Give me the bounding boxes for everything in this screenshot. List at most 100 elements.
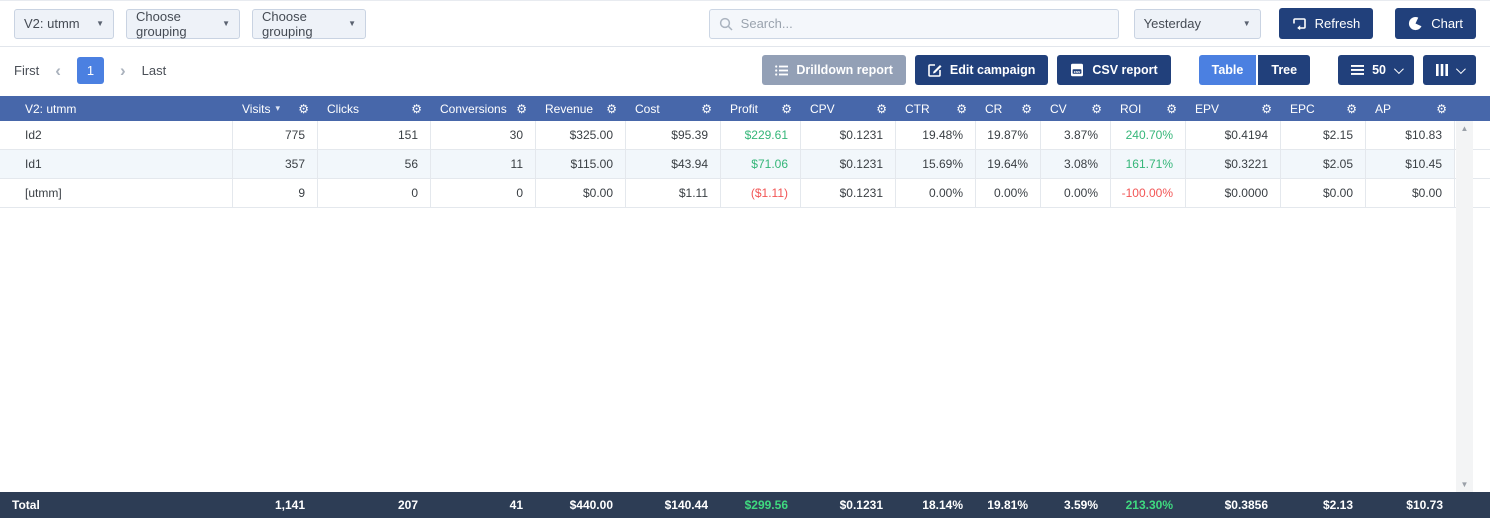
total-cr: 19.81% [987,498,1028,512]
column-label-cost: Cost [635,101,660,116]
column-header-visits[interactable]: Visits ▾ ⚙ [232,96,317,121]
column-header-revenue[interactable]: Revenue ⚙ [535,96,625,121]
cell-ap: $10.83 [1365,121,1455,149]
pagination-prev-icon[interactable]: ‹ [55,60,61,80]
cell-conversions: 30 [430,121,535,149]
svg-text:csv: csv [1074,70,1081,74]
column-header-cr[interactable]: CR ⚙ [975,96,1040,121]
table-view-button[interactable]: Table [1198,55,1257,85]
column-settings-gear-icon[interactable]: ⚙ [1166,101,1177,116]
drilldown-report-button[interactable]: Drilldown report [762,55,906,85]
column-label-epv: EPV [1195,101,1220,116]
column-settings-gear-icon[interactable]: ⚙ [1436,101,1447,116]
column-settings-gear-icon[interactable]: ⚙ [1021,101,1032,116]
cell-clicks: 0 [317,179,430,207]
column-settings-gear-icon[interactable]: ⚙ [411,101,422,116]
column-label-roi: ROI [1120,101,1142,116]
cell-epv: $0.0000 [1185,179,1280,207]
caret-down-icon: ▼ [1242,19,1251,28]
total-roi: 213.30% [1125,498,1173,512]
table-row[interactable]: Id2 775 151 30 $325.00 $95.39 $229.61 $0.1231 19… [0,121,1490,150]
column-header-profit[interactable]: Profit ⚙ [720,96,800,121]
campaign-select[interactable]: V2: utmm ▼ [14,8,114,39]
vertical-scrollbar[interactable]: ▲ ▼ [1456,121,1473,492]
column-header-epc[interactable]: EPC ⚙ [1280,96,1365,121]
column-header-ctr[interactable]: CTR ⚙ [895,96,975,121]
column-header-ap[interactable]: AP ⚙ [1365,96,1455,121]
rows-icon [1351,65,1365,75]
filters-toolbar: V2: utmm ▼ Choose grouping ▼ Choose grou… [0,1,1490,47]
column-settings-gear-icon[interactable]: ⚙ [606,101,617,116]
rows-per-page-button[interactable]: 50 [1338,55,1414,85]
search-box[interactable] [708,8,1119,39]
cell-visits: 9 [232,179,317,207]
grouping-select-2[interactable]: Choose grouping ▼ [252,8,366,39]
column-label-conversions: Conversions [440,101,507,116]
cell-roi: 161.71% [1110,150,1185,178]
total-label: Total [12,498,40,512]
caret-down-icon: ▼ [96,19,104,28]
column-settings-gear-icon[interactable]: ⚙ [876,101,887,116]
column-settings-gear-icon[interactable]: ⚙ [1346,101,1357,116]
total-cost: $140.44 [664,498,708,512]
column-label-ctr: CTR [905,101,930,116]
pie-chart-icon [1409,16,1424,31]
pagination-page-1[interactable]: 1 [76,56,104,84]
date-range-select[interactable]: Yesterday ▼ [1133,8,1261,39]
cell-cv: 3.87% [1040,121,1110,149]
tree-view-button[interactable]: Tree [1258,55,1311,85]
search-input[interactable] [740,16,1109,31]
refresh-button[interactable]: Refresh [1278,8,1374,39]
pagination-last[interactable]: Last [141,62,167,78]
cell-cost: $43.94 [625,150,720,178]
table-row[interactable]: [utmm] 9 0 0 $0.00 $1.11 ($1.11) $0.1231 0.00% 0.… [0,179,1490,208]
total-epv: $0.3856 [1224,498,1268,512]
edit-campaign-label: Edit campaign [949,63,1036,77]
search-icon [719,17,733,31]
column-header-epv[interactable]: EPV ⚙ [1185,96,1280,121]
column-header-cost[interactable]: Cost ⚙ [625,96,720,121]
column-settings-gear-icon[interactable]: ⚙ [1091,101,1102,116]
column-settings-gear-icon[interactable]: ⚙ [956,101,967,116]
csv-file-icon: csv [1071,63,1084,77]
cell-epc: $2.05 [1280,150,1365,178]
cell-roi: -100.00% [1110,179,1185,207]
column-settings-gear-icon[interactable]: ⚙ [781,101,792,116]
total-visits: 1,141 [274,498,305,512]
column-settings-gear-icon[interactable]: ⚙ [298,101,309,116]
cell-profit: $71.06 [720,150,800,178]
column-label-cr: CR [985,101,1003,116]
chart-button[interactable]: Chart [1395,8,1476,39]
column-header-name[interactable]: V2: utmm [0,96,232,121]
grouping-select-1-value: Choose grouping [136,8,187,39]
cell-ctr: 15.69% [895,150,975,178]
column-header-clicks[interactable]: Clicks ⚙ [317,96,430,121]
column-header-roi[interactable]: ROI ⚙ [1110,96,1185,121]
columns-button[interactable] [1423,55,1476,85]
csv-report-button[interactable]: csv CSV report [1057,55,1171,85]
pagination-first[interactable]: First [14,62,40,78]
cell-cr: 19.87% [975,121,1040,149]
pagination-next-icon[interactable]: › [119,60,126,80]
column-label-name: V2: utmm [25,101,77,116]
cell-cr: 19.64% [975,150,1040,178]
column-settings-gear-icon[interactable]: ⚙ [1261,101,1272,116]
total-epc: $2.13 [1322,498,1353,512]
cell-cost: $1.11 [625,179,720,207]
column-header-conversions[interactable]: Conversions ⚙ [430,96,535,121]
scroll-down-icon[interactable]: ▼ [1460,480,1469,489]
cell-epv: $0.4194 [1185,121,1280,149]
edit-campaign-button[interactable]: Edit campaign [914,55,1049,85]
column-settings-gear-icon[interactable]: ⚙ [516,101,527,116]
cell-clicks: 56 [317,150,430,178]
column-label-cv: CV [1050,101,1067,116]
cell-ctr: 0.00% [895,179,975,207]
table-row[interactable]: Id1 357 56 11 $115.00 $43.94 $71.06 $0.1231 15.6… [0,150,1490,179]
column-header-cpv[interactable]: CPV ⚙ [800,96,895,121]
grouping-select-1[interactable]: Choose grouping ▼ [126,8,240,39]
total-clicks: 207 [397,498,418,512]
scroll-up-icon[interactable]: ▲ [1460,124,1469,133]
column-settings-gear-icon[interactable]: ⚙ [701,101,712,116]
column-header-cv[interactable]: CV ⚙ [1040,96,1110,121]
